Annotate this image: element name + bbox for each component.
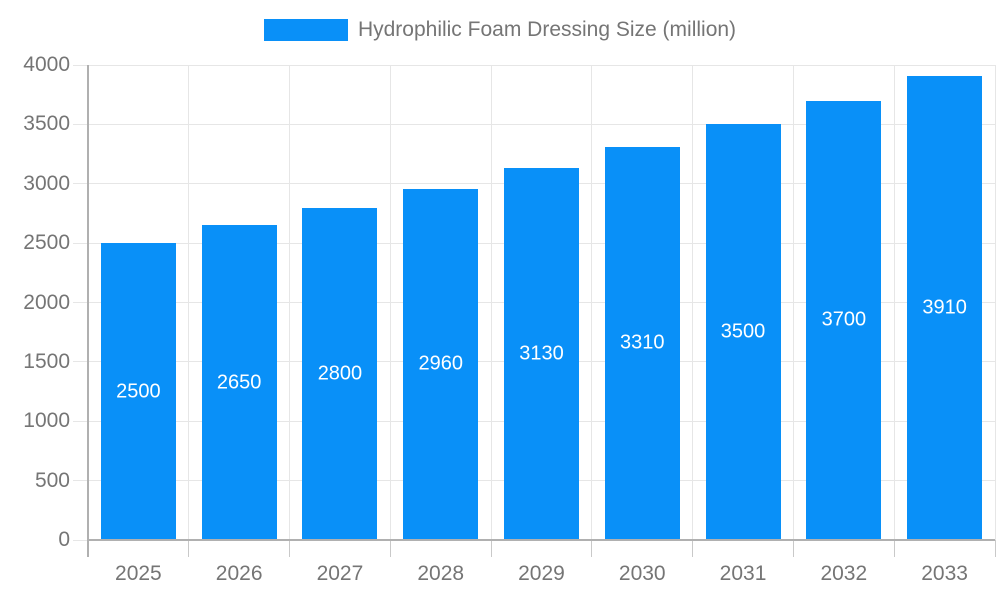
x-gridline bbox=[289, 65, 291, 540]
bar[interactable]: 3130 bbox=[504, 168, 579, 540]
x-tick-label: 2025 bbox=[115, 562, 162, 585]
y-gridline bbox=[73, 64, 995, 66]
bar[interactable]: 2500 bbox=[100, 243, 176, 540]
bar[interactable]: 3310 bbox=[604, 146, 680, 540]
y-tick-label: 1000 bbox=[23, 409, 70, 433]
x-tick bbox=[289, 540, 291, 557]
x-tick bbox=[893, 540, 895, 557]
x-tick bbox=[490, 540, 492, 557]
bar[interactable]: 3700 bbox=[806, 100, 882, 540]
x-tick-label: 2031 bbox=[719, 562, 767, 585]
legend[interactable]: Hydrophilic Foam Dressing Size (million) bbox=[0, 18, 1000, 42]
bar-value-label: 2500 bbox=[116, 380, 161, 403]
bar-value-label: 2960 bbox=[418, 352, 463, 375]
x-gridline bbox=[389, 65, 391, 540]
y-tick-label: 3000 bbox=[23, 171, 70, 195]
x-tick bbox=[994, 540, 996, 557]
x-gridline bbox=[188, 65, 190, 540]
x-tick bbox=[792, 540, 794, 557]
x-tick bbox=[389, 540, 391, 557]
x-tick-label: 2027 bbox=[316, 562, 364, 585]
x-tick-label: 2030 bbox=[618, 562, 666, 585]
x-tick bbox=[591, 540, 593, 557]
bar[interactable]: 2650 bbox=[201, 225, 277, 540]
x-gridline bbox=[893, 65, 895, 540]
x-axis-line bbox=[88, 539, 995, 541]
x-gridline bbox=[692, 65, 694, 540]
y-tick-label: 1500 bbox=[23, 349, 70, 373]
bar[interactable]: 3500 bbox=[705, 124, 781, 540]
y-tick-label: 3500 bbox=[23, 112, 70, 136]
bar-value-label: 2800 bbox=[317, 362, 363, 385]
bar-value-label: 3500 bbox=[720, 320, 766, 343]
x-tick bbox=[188, 540, 190, 557]
y-tick-label: 4000 bbox=[23, 53, 70, 76]
bar-value-label: 2650 bbox=[216, 371, 262, 394]
x-tick-label: 2029 bbox=[518, 562, 565, 585]
bar[interactable]: 2800 bbox=[302, 207, 378, 540]
y-axis-line bbox=[87, 65, 89, 557]
x-gridline bbox=[490, 65, 492, 540]
x-tick-label: 2026 bbox=[215, 562, 263, 585]
x-tick-label: 2028 bbox=[417, 562, 465, 585]
x-tick bbox=[692, 540, 694, 557]
x-tick-label: 2032 bbox=[820, 562, 868, 585]
legend-label: Hydrophilic Foam Dressing Size (million) bbox=[357, 18, 737, 41]
y-tick-label: 2500 bbox=[23, 231, 70, 255]
bar-value-label: 3310 bbox=[620, 331, 665, 354]
y-tick-label: 2000 bbox=[23, 290, 70, 314]
y-tick-label: 500 bbox=[34, 468, 70, 492]
x-gridline bbox=[591, 65, 593, 540]
x-gridline bbox=[994, 65, 996, 540]
bar-value-label: 3130 bbox=[519, 342, 564, 365]
bar-value-label: 3700 bbox=[821, 308, 867, 331]
x-gridline bbox=[792, 65, 794, 540]
y-tick-label: 0 bbox=[58, 528, 70, 551]
bar[interactable]: 2960 bbox=[403, 188, 479, 540]
y-gridline bbox=[73, 123, 995, 125]
bar-value-label: 3910 bbox=[922, 296, 967, 319]
legend-swatch bbox=[263, 19, 348, 41]
x-tick-label: 2033 bbox=[921, 562, 968, 585]
bar[interactable]: 3910 bbox=[907, 75, 983, 540]
